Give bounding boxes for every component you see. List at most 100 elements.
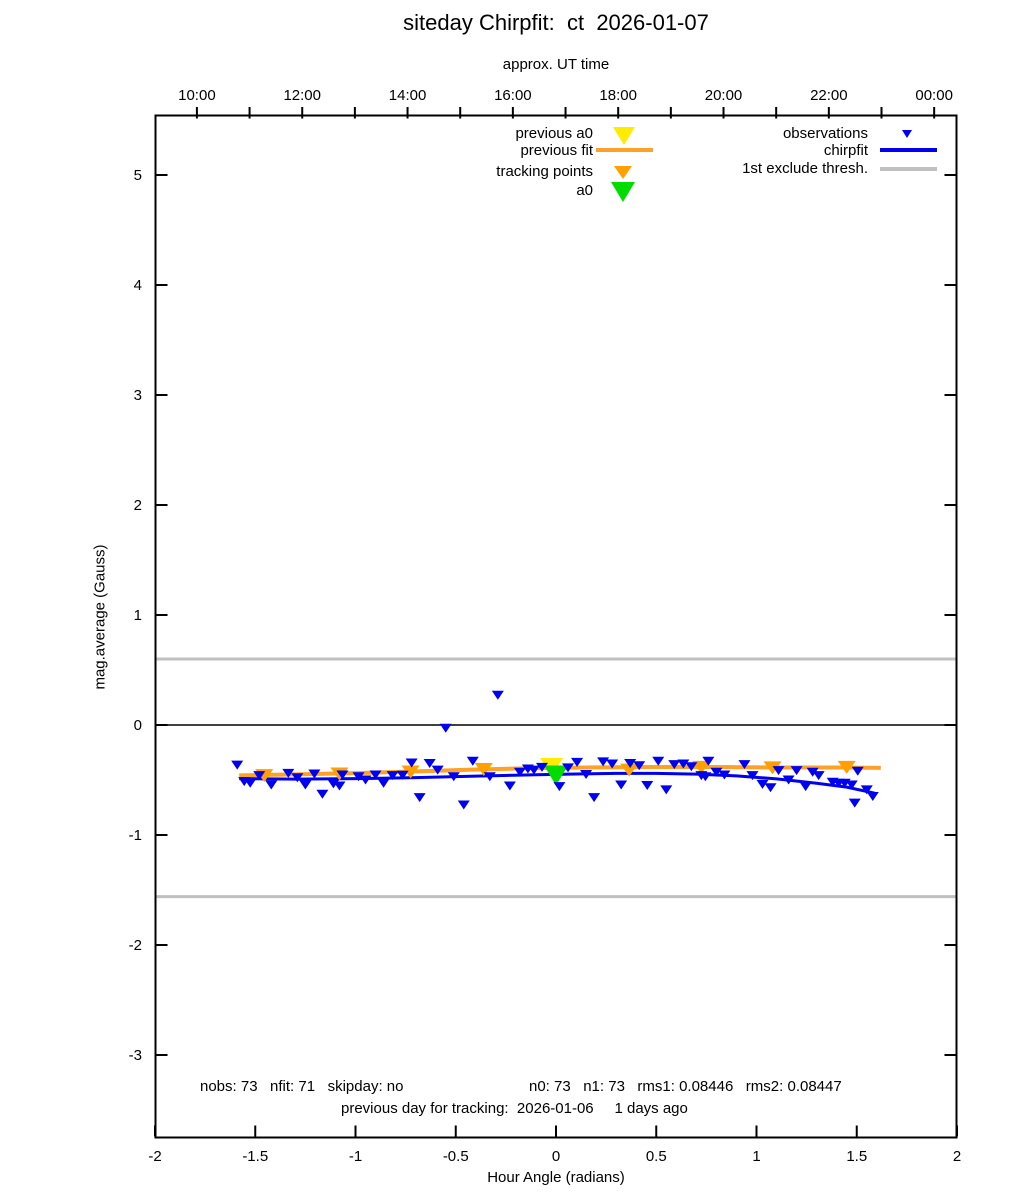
observation-point xyxy=(396,770,409,780)
observation-point xyxy=(597,757,610,767)
observation-point xyxy=(652,756,665,766)
x2-tick-label: 16:00 xyxy=(494,87,532,104)
observation-point xyxy=(677,759,690,769)
x2-tick-label: 14:00 xyxy=(389,87,427,104)
observation-point xyxy=(756,779,769,789)
observation-point xyxy=(336,770,349,780)
legend-label-tracking-points: tracking points xyxy=(496,163,593,180)
observation-point xyxy=(333,781,346,791)
x2-tick-label: 20:00 xyxy=(705,87,743,104)
tracking-point xyxy=(837,760,856,774)
observation-point xyxy=(641,781,654,790)
legend-label-previous-a0: previous a0 xyxy=(515,125,593,142)
observation-point xyxy=(466,756,479,766)
observation-point xyxy=(633,761,646,771)
observation-point xyxy=(503,781,516,791)
y-tick-label: 2 xyxy=(134,497,142,514)
observation-point xyxy=(386,771,399,781)
observation-point xyxy=(377,778,390,788)
y-tick-label: 1 xyxy=(134,607,142,624)
observation-point xyxy=(535,762,548,772)
x2-tick-label: 18:00 xyxy=(599,87,637,104)
stats-line2: previous day for tracking: 2026-01-06 1 … xyxy=(341,1100,688,1117)
stats-line1-right: n0: 73 n1: 73 rms1: 0.08446 rms2: 0.0844… xyxy=(529,1078,842,1095)
observation-point xyxy=(562,763,575,773)
observation-point xyxy=(431,765,444,775)
tracking-points-marker-icon xyxy=(614,166,632,179)
observation-point xyxy=(308,769,321,779)
chirpfit-line-icon xyxy=(880,148,937,152)
observation-point xyxy=(439,723,452,733)
observation-point xyxy=(352,772,365,782)
observation-point xyxy=(790,766,803,776)
tracking-point xyxy=(692,760,711,774)
observation-point xyxy=(231,760,244,770)
observation-point xyxy=(282,768,295,778)
x-tick-label: -1.5 xyxy=(242,1148,268,1165)
x2-tick-label: 22:00 xyxy=(810,87,848,104)
observation-point xyxy=(369,770,382,780)
legend-label-previous-fit: previous fit xyxy=(520,142,593,159)
y-tick-label: 5 xyxy=(134,167,142,184)
tracking-point xyxy=(763,761,782,775)
observation-point xyxy=(624,759,637,768)
x-tick-label: 1 xyxy=(752,1148,760,1165)
observation-point xyxy=(244,778,257,788)
observation-point xyxy=(291,773,304,783)
chart-title: siteday Chirpfit: ct 2026-01-07 xyxy=(403,10,709,35)
y-tick-label: 4 xyxy=(134,277,142,294)
x-tick-label: 0.5 xyxy=(646,1148,667,1165)
previous-fit-line-icon xyxy=(596,148,653,152)
observation-point xyxy=(685,762,698,772)
a0-point xyxy=(544,765,568,786)
legend-label-a0: a0 xyxy=(576,182,593,199)
observation-point xyxy=(571,757,584,767)
observation-point xyxy=(491,690,504,700)
observation-point xyxy=(606,759,619,769)
observation-point xyxy=(812,771,825,781)
x-axis-label: Hour Angle (radians) xyxy=(487,1169,625,1186)
observation-point xyxy=(253,771,266,781)
observation-point xyxy=(699,772,712,782)
x-tick-label: 1.5 xyxy=(846,1148,867,1165)
legend-label-chirpfit: chirpfit xyxy=(823,142,868,159)
observation-point xyxy=(738,760,751,770)
observation-point xyxy=(299,780,312,790)
y-tick-label: -3 xyxy=(129,1047,142,1064)
observation-point xyxy=(764,783,777,793)
observation-point xyxy=(553,782,566,792)
tracking-point xyxy=(620,763,639,777)
observation-point xyxy=(265,780,278,790)
x-tick-label: 0 xyxy=(552,1148,560,1165)
tracking-point xyxy=(474,763,493,777)
observation-point xyxy=(316,789,329,799)
observation-point xyxy=(447,772,460,782)
x-tick-label: -0.5 xyxy=(443,1148,469,1165)
observation-point xyxy=(702,756,715,766)
observation-point xyxy=(413,793,426,803)
top-axis-label: approx. UT time xyxy=(502,56,610,73)
observation-point xyxy=(423,759,436,768)
observation-point xyxy=(513,767,526,777)
observation-point xyxy=(668,760,681,770)
observation-point xyxy=(718,770,731,780)
x2-tick-label: 12:00 xyxy=(283,87,321,104)
plot-border xyxy=(154,114,958,1139)
y-tick-label: 0 xyxy=(134,717,142,734)
x-tick-label: 2 xyxy=(953,1148,961,1165)
observations-marker-icon xyxy=(902,130,912,138)
y-tick-label: -1 xyxy=(129,827,142,844)
observation-point xyxy=(746,771,759,781)
x-tick-label: -2 xyxy=(148,1148,161,1165)
observation-point xyxy=(710,767,723,777)
legend-label-observations: observations xyxy=(782,125,868,142)
previous-a0-marker-icon xyxy=(613,127,635,145)
observation-point xyxy=(772,766,785,776)
observation-point xyxy=(483,772,496,782)
observation-point xyxy=(527,765,540,775)
a0-marker-icon xyxy=(611,182,635,202)
observation-point xyxy=(359,775,372,785)
x-tick-label: -1 xyxy=(349,1148,362,1165)
